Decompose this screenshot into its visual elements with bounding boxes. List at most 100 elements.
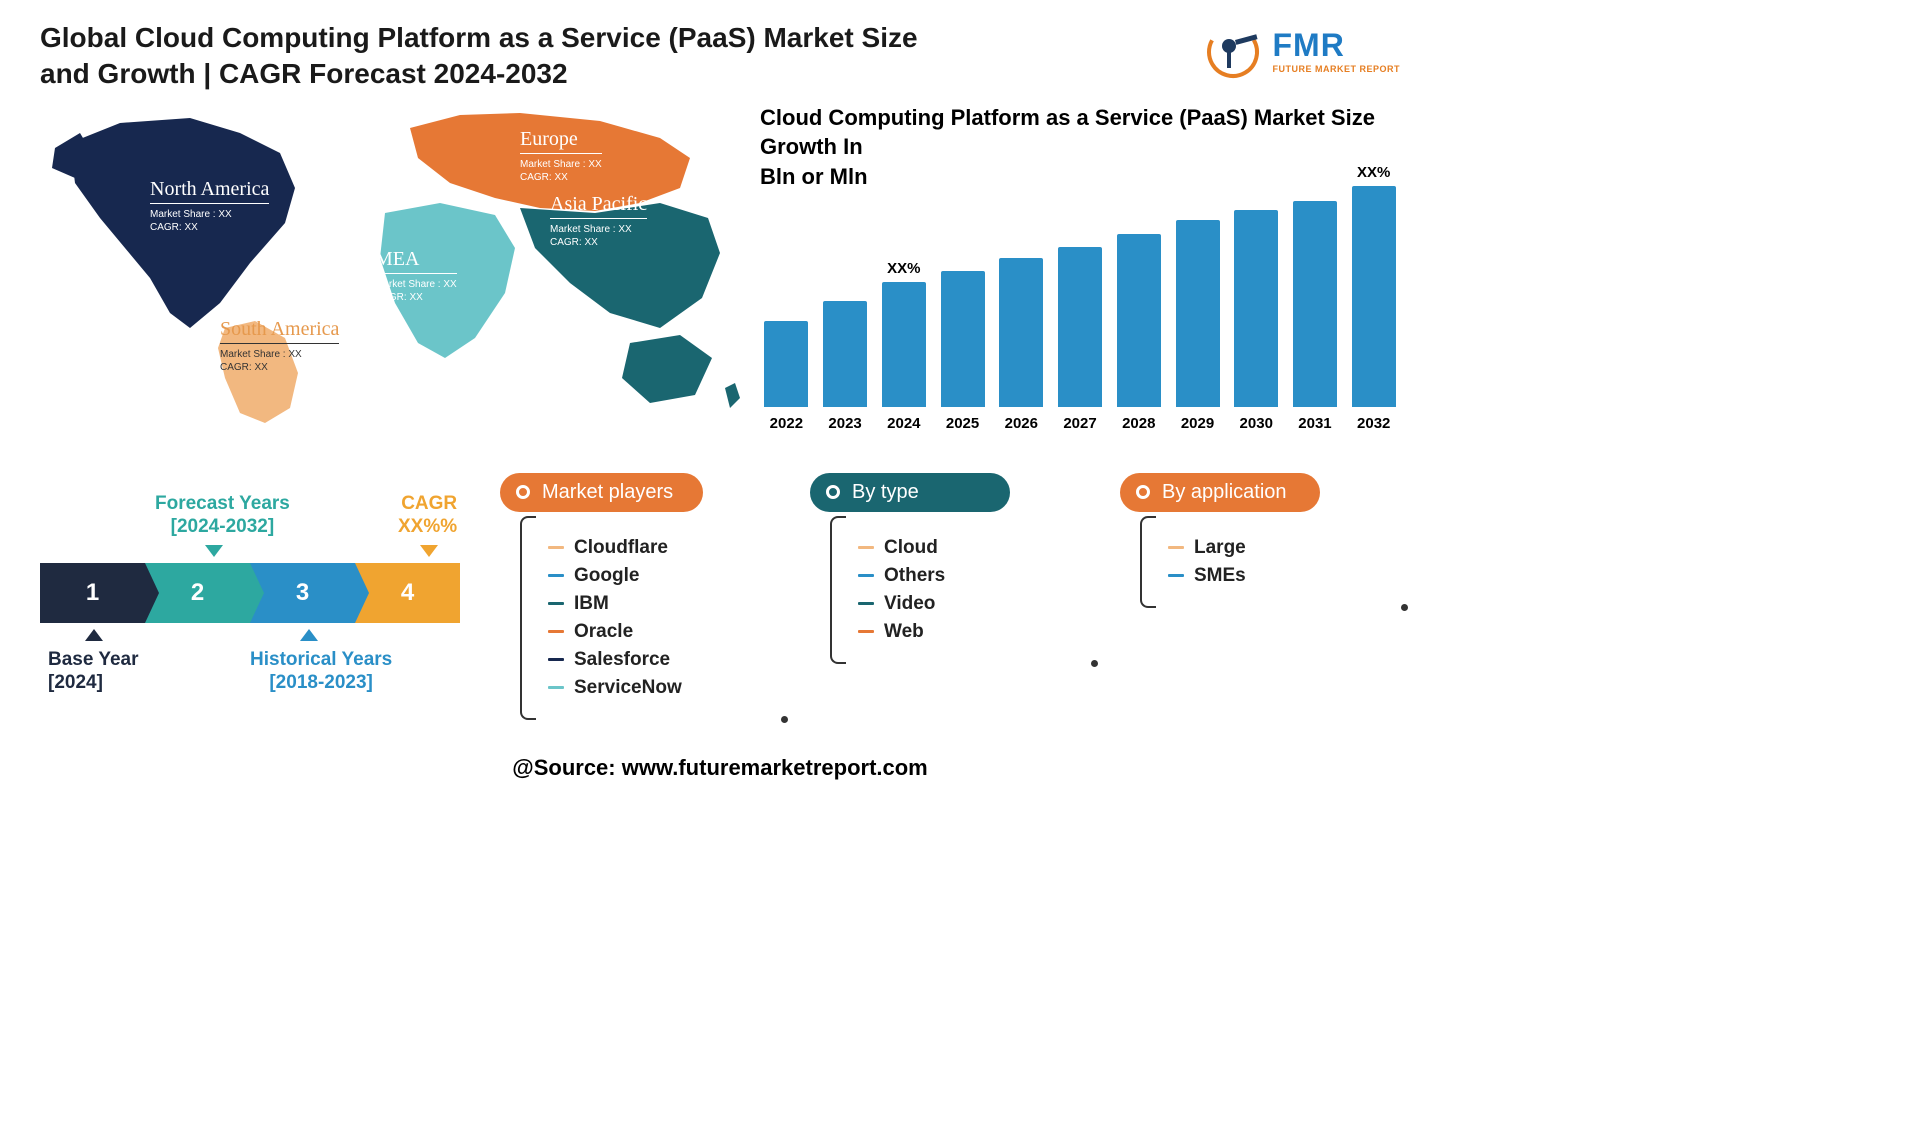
bar-x-label: 2030 bbox=[1240, 415, 1273, 432]
timeline-section: Forecast Years [2024-2032] CAGR XX%% 123… bbox=[40, 473, 480, 720]
bar-2029: 2029 bbox=[1171, 220, 1224, 432]
timeline-bottom-labels: Base Year [2024] Historical Years [2018-… bbox=[40, 629, 480, 719]
by-application-title: By application bbox=[1162, 481, 1287, 504]
cagr-label-text: CAGR bbox=[398, 493, 457, 516]
historical-label: Historical Years [2018-2023] bbox=[250, 649, 392, 695]
bar-rect bbox=[1117, 234, 1161, 407]
category-item: Web bbox=[858, 618, 1090, 646]
region-label-na: North America Market Share : XX CAGR: XX bbox=[150, 178, 269, 234]
cagr-label-range: XX%% bbox=[398, 516, 457, 539]
category-item: IBM bbox=[548, 590, 780, 618]
category-dash-icon bbox=[548, 630, 564, 633]
infographic-container: Global Cloud Computing Platform as a Ser… bbox=[0, 0, 1440, 860]
bar-x-label: 2022 bbox=[770, 415, 803, 432]
bar-x-label: 2027 bbox=[1063, 415, 1096, 432]
category-dash-icon bbox=[858, 630, 874, 633]
bar-2031: 2031 bbox=[1289, 201, 1342, 432]
main-title: Global Cloud Computing Platform as a Ser… bbox=[40, 20, 940, 93]
region-cagr: CAGR: XX bbox=[550, 236, 647, 249]
by-type-title: By type bbox=[852, 481, 919, 504]
bar-rect bbox=[1058, 247, 1102, 407]
region-name: South America bbox=[220, 318, 339, 344]
base-year-range: [2024] bbox=[48, 672, 139, 695]
region-share: Market Share : XX bbox=[150, 208, 269, 221]
pill-dot-icon bbox=[826, 485, 840, 499]
header: Global Cloud Computing Platform as a Ser… bbox=[40, 20, 1400, 93]
category-dash-icon bbox=[548, 686, 564, 689]
category-dash-icon bbox=[858, 574, 874, 577]
region-share: Market Share : XX bbox=[520, 158, 602, 171]
bar-rect bbox=[999, 258, 1043, 407]
timeline-top-labels: Forecast Years [2024-2032] CAGR XX%% bbox=[40, 493, 480, 563]
category-dash-icon bbox=[1168, 574, 1184, 577]
historical-text: Historical Years bbox=[250, 649, 392, 672]
bar-x-label: 2032 bbox=[1357, 415, 1390, 432]
category-item-label: Web bbox=[884, 621, 924, 643]
by-type-list: Cloud Others Video Web bbox=[830, 516, 1090, 664]
forecast-label-text: Forecast Years bbox=[155, 493, 290, 516]
region-nz bbox=[725, 383, 740, 408]
logo-acronym: FMR bbox=[1273, 27, 1401, 64]
bar-rect: XX% bbox=[882, 282, 926, 407]
region-label-ap: Asia Pacific Market Share : XX CAGR: XX bbox=[550, 193, 647, 249]
category-item-label: Salesforce bbox=[574, 649, 670, 671]
category-item-label: Oracle bbox=[574, 621, 633, 643]
timeline-segment-3: 3 bbox=[250, 563, 355, 623]
historical-range: [2018-2023] bbox=[250, 672, 392, 695]
timeline-segment-2: 2 bbox=[145, 563, 250, 623]
category-item-label: Others bbox=[884, 565, 945, 587]
bar-2022: 2022 bbox=[760, 321, 813, 432]
bar-rect bbox=[1234, 210, 1278, 406]
category-item-label: Cloudflare bbox=[574, 537, 668, 559]
bar-annotation: XX% bbox=[1357, 164, 1390, 181]
region-cagr: CAGR: XX bbox=[375, 291, 457, 304]
category-item-label: SMEs bbox=[1194, 565, 1246, 587]
bar-rect bbox=[1293, 201, 1337, 407]
category-item: Google bbox=[548, 562, 780, 590]
region-label-sa: South America Market Share : XX CAGR: XX bbox=[220, 318, 339, 374]
base-arrow-icon bbox=[85, 629, 103, 641]
region-cagr: CAGR: XX bbox=[150, 221, 269, 234]
categories-section: Market players Cloudflare Google IBM Oracle… bbox=[500, 473, 1400, 720]
region-share: Market Share : XX bbox=[550, 223, 647, 236]
forecast-label-range: [2024-2032] bbox=[155, 516, 290, 539]
category-item: Salesforce bbox=[548, 646, 780, 674]
category-item: Video bbox=[858, 590, 1090, 618]
category-item-label: Google bbox=[574, 565, 639, 587]
world-map: North America Market Share : XX CAGR: XX… bbox=[40, 103, 740, 443]
cagr-label: CAGR XX%% bbox=[398, 493, 457, 539]
market-players-title: Market players bbox=[542, 481, 673, 504]
category-dash-icon bbox=[548, 546, 564, 549]
bar-rect: XX% bbox=[1352, 186, 1396, 406]
bar-chart: 2022 2023XX% 2024 2025 2026 2027 2028 20… bbox=[760, 202, 1400, 432]
region-cagr: CAGR: XX bbox=[520, 171, 602, 184]
bar-2025: 2025 bbox=[936, 271, 989, 432]
category-item-label: Cloud bbox=[884, 537, 938, 559]
region-cagr: CAGR: XX bbox=[220, 361, 339, 374]
bar-x-label: 2031 bbox=[1298, 415, 1331, 432]
bar-x-label: 2025 bbox=[946, 415, 979, 432]
bar-rect bbox=[1176, 220, 1220, 407]
category-item-label: ServiceNow bbox=[574, 677, 682, 699]
category-dash-icon bbox=[858, 602, 874, 605]
pill-dot-icon bbox=[1136, 485, 1150, 499]
bar-2032: XX% 2032 bbox=[1347, 186, 1400, 431]
by-type-pill: By type bbox=[810, 473, 1010, 512]
market-players-column: Market players Cloudflare Google IBM Oracle… bbox=[500, 473, 780, 720]
chart-title: Cloud Computing Platform as a Service (P… bbox=[760, 103, 1400, 192]
category-item-label: IBM bbox=[574, 593, 609, 615]
bar-rect bbox=[764, 321, 808, 407]
category-item-label: Video bbox=[884, 593, 935, 615]
fmr-logo-text: FMR FUTURE MARKET REPORT bbox=[1273, 27, 1401, 74]
category-dash-icon bbox=[548, 574, 564, 577]
bar-2023: 2023 bbox=[819, 301, 872, 431]
category-item: Large bbox=[1168, 534, 1400, 562]
by-application-list: Large SMEs bbox=[1140, 516, 1400, 608]
region-share: Market Share : XX bbox=[220, 348, 339, 361]
source-attribution: @Source: www.futuremarketreport.com bbox=[40, 755, 1400, 781]
bar-x-label: 2024 bbox=[887, 415, 920, 432]
category-item: SMEs bbox=[1168, 562, 1400, 590]
category-dash-icon bbox=[548, 658, 564, 661]
region-label-mea: MEA Market Share : XX CAGR: XX bbox=[375, 248, 457, 304]
bar-2027: 2027 bbox=[1054, 247, 1107, 432]
